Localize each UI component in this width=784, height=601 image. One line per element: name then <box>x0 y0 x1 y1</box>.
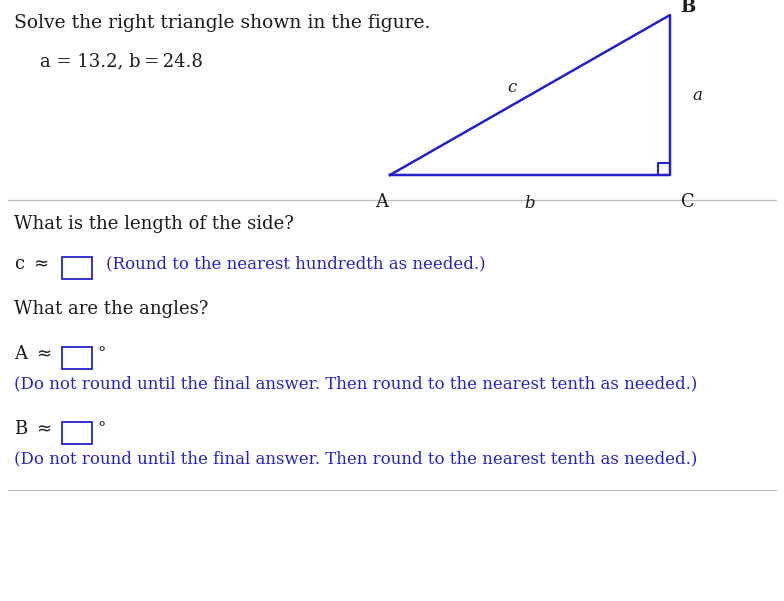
Text: What are the angles?: What are the angles? <box>14 300 209 318</box>
Text: °: ° <box>97 345 105 362</box>
Text: b: b <box>524 195 535 212</box>
Text: C: C <box>681 193 695 211</box>
Text: (Do not round until the final answer. Then round to the nearest tenth as needed.: (Do not round until the final answer. Th… <box>14 375 698 392</box>
Text: c: c <box>507 79 517 96</box>
Text: a = 13.2, b = 24.8: a = 13.2, b = 24.8 <box>40 52 203 70</box>
Text: A $\approx$: A $\approx$ <box>14 345 52 363</box>
Bar <box>62 257 92 279</box>
Text: What is the length of the side?: What is the length of the side? <box>14 215 294 233</box>
Text: (Round to the nearest hundredth as needed.): (Round to the nearest hundredth as neede… <box>106 255 485 272</box>
Text: B $\approx$: B $\approx$ <box>14 420 52 438</box>
Text: °: ° <box>97 420 105 437</box>
Bar <box>62 422 92 444</box>
Text: a: a <box>692 87 702 103</box>
Text: Solve the right triangle shown in the figure.: Solve the right triangle shown in the fi… <box>14 14 430 32</box>
Bar <box>62 347 92 369</box>
Text: A: A <box>376 193 389 211</box>
Text: (Do not round until the final answer. Then round to the nearest tenth as needed.: (Do not round until the final answer. Th… <box>14 450 698 467</box>
Text: c $\approx$: c $\approx$ <box>14 255 49 273</box>
Text: B: B <box>681 0 695 16</box>
